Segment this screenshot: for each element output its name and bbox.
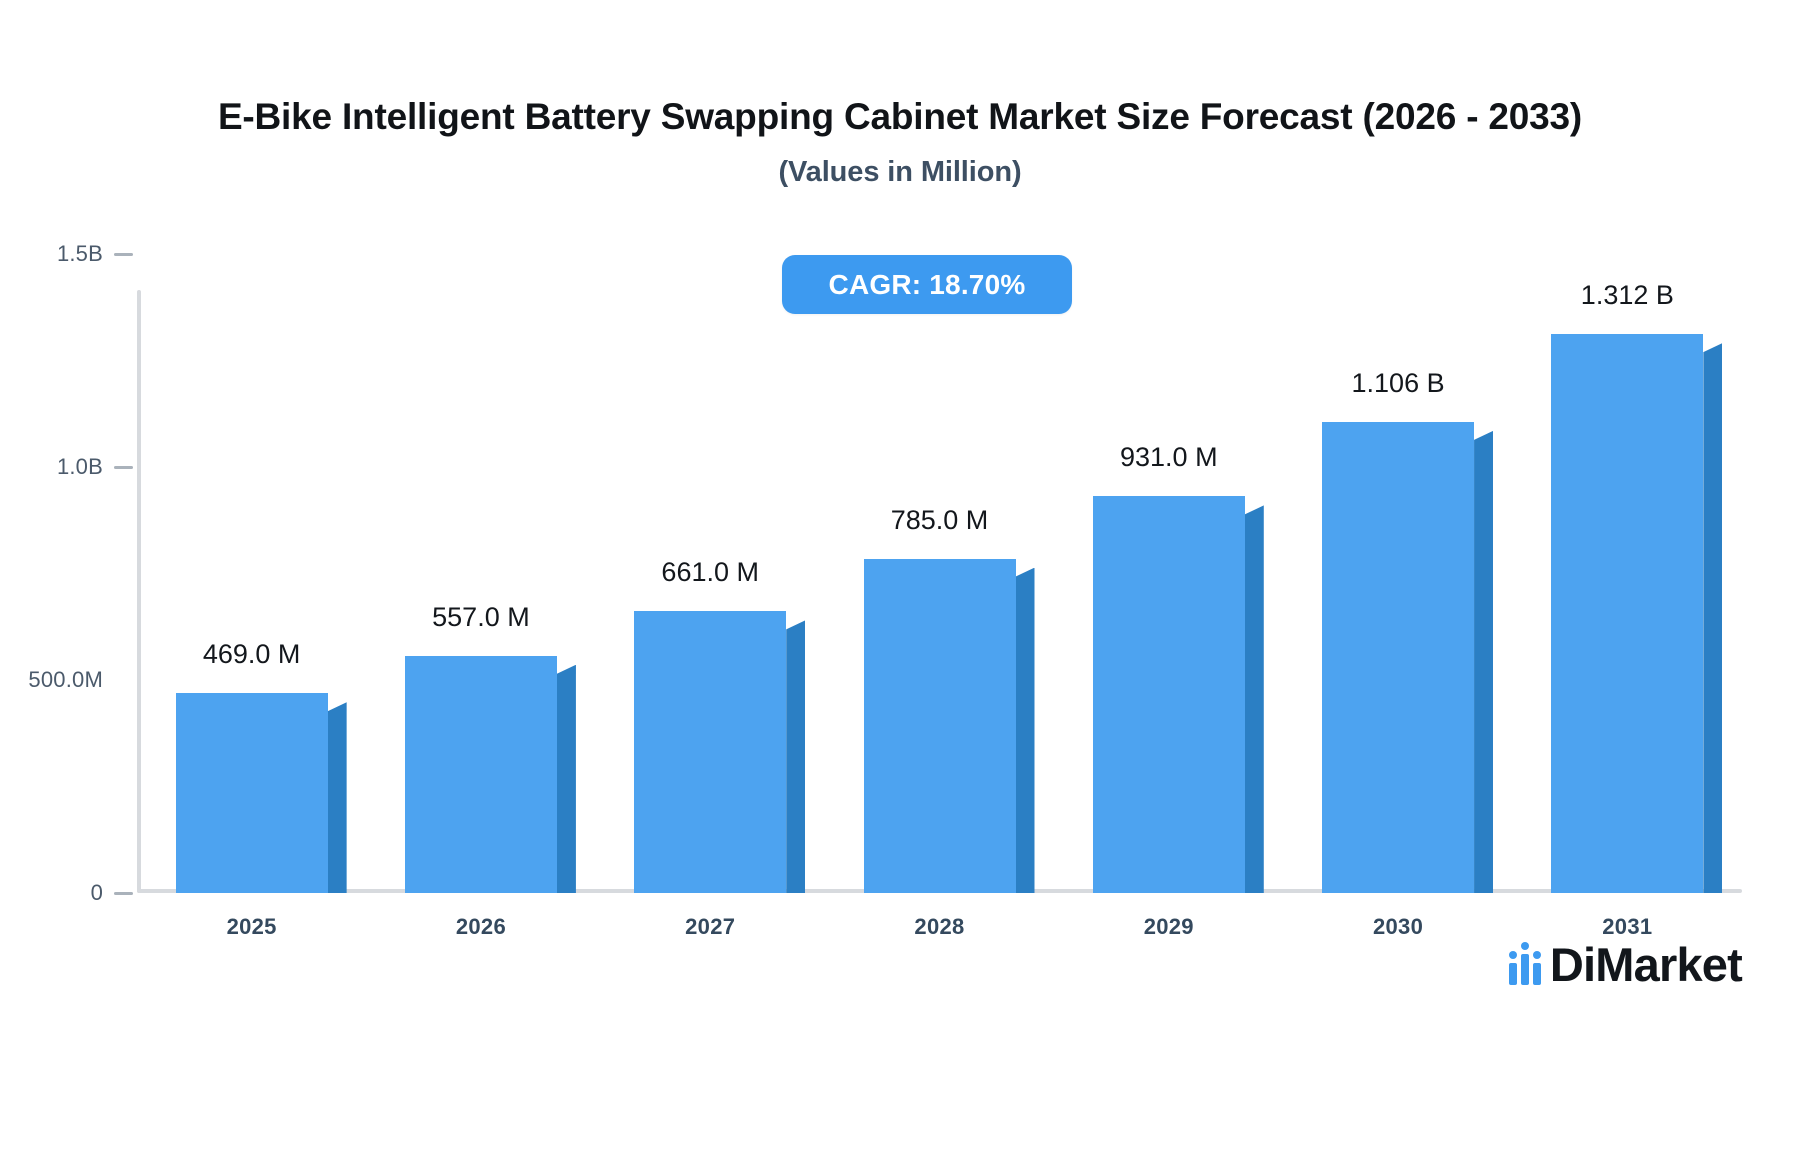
bar-3d-side [1244, 505, 1264, 893]
bar-front [404, 655, 557, 893]
bar-front [175, 693, 328, 893]
y-axis-tick-mark [114, 466, 133, 469]
bar-front [1322, 421, 1475, 893]
bar-value-label: 557.0 M [432, 601, 530, 632]
brand-logo: DiMarket [1508, 938, 1743, 991]
x-axis-label: 2031 [1602, 914, 1653, 939]
bar-series [137, 0, 1742, 1156]
bar-value-label: 931.0 M [1120, 442, 1218, 473]
bar-value-label: 1.106 B [1351, 367, 1445, 398]
x-axis-label: 2025 [226, 914, 277, 939]
chart-header: E-Bike Intelligent Battery Swapping Cabi… [0, 0, 1800, 189]
bar-value-label: 1.312 B [1580, 280, 1674, 311]
y-axis-tick-mark [114, 892, 133, 895]
bar-front [1551, 334, 1704, 893]
bar-3d-side [327, 702, 347, 893]
y-axis-tick-label: 500.0M [28, 667, 103, 692]
bar-3d-side [1474, 430, 1494, 893]
cagr-badge: CAGR: 18.70% [782, 255, 1072, 314]
bar[interactable] [175, 0, 347, 1156]
bar[interactable] [1092, 0, 1264, 1156]
x-axis-label: 2028 [914, 914, 965, 939]
bar[interactable] [1551, 0, 1723, 1156]
x-axis-label: 2030 [1372, 914, 1424, 939]
chart-subtitle: (Values in Million) [778, 155, 1022, 188]
bar[interactable] [1322, 0, 1494, 1156]
bar-3d-side [1015, 567, 1035, 893]
brand-logo-text: DiMarket [1549, 938, 1743, 991]
bar-value-label: 661.0 M [661, 557, 759, 588]
x-axis-label: 2027 [685, 914, 736, 939]
y-axis-line [137, 290, 141, 893]
y-axis-tick-label: 0 [90, 880, 103, 905]
bar-value-label: 469.0 M [202, 639, 301, 670]
x-axis-label: 2026 [455, 914, 506, 939]
page-title: E-Bike Intelligent Battery Swapping Cabi… [217, 96, 1583, 137]
x-axis-label: 2029 [1143, 914, 1194, 939]
bar[interactable] [863, 0, 1035, 1156]
bar-value-label: 785.0 M [890, 504, 989, 535]
bar-front [634, 611, 787, 893]
y-axis-tick-label: 1.0B [56, 454, 103, 479]
bar[interactable] [634, 0, 806, 1156]
bar-front [863, 558, 1016, 893]
bar-3d-side [1703, 343, 1723, 893]
bar-front [1092, 496, 1245, 893]
dimarket-logo-icon [1508, 941, 1541, 985]
bar-3d-side [786, 620, 806, 893]
y-axis-tick-mark [114, 253, 133, 256]
y-axis-tick-label: 1.5B [56, 241, 103, 266]
bar[interactable] [404, 0, 576, 1156]
bar-3d-side [556, 664, 576, 893]
